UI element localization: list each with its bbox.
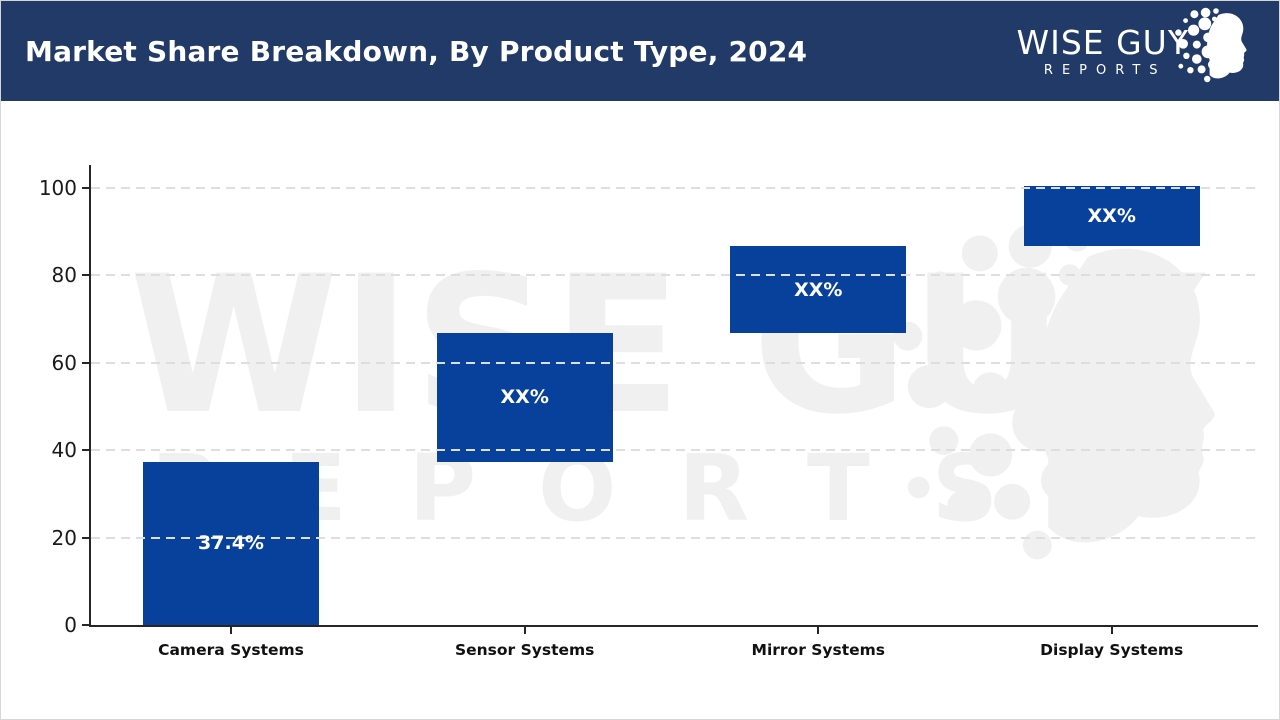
bar-label-display-systems: XX% — [1087, 205, 1136, 228]
chart-area: WISE GUY REPORTS 0 20 40 60 80 100 37.4% Camera… — [1, 101, 1279, 719]
x-axis-label-camera-systems: Camera Systems — [158, 641, 304, 659]
bar-mirror-systems — [730, 246, 907, 334]
y-tick-label: 80 — [51, 263, 77, 288]
y-tick — [82, 361, 91, 364]
x-axis-label-sensor-systems: Sensor Systems — [454, 641, 595, 659]
gridline-40 — [91, 449, 1257, 452]
x-tick — [1110, 625, 1113, 634]
head-profile-icon — [1175, 7, 1247, 83]
bar-display-systems — [1023, 186, 1200, 247]
bar-label-mirror-systems: XX% — [794, 278, 843, 301]
gridline-20 — [91, 536, 1257, 539]
page-title: Market Share Breakdown, By Product Type,… — [25, 34, 808, 68]
y-tick-label: 40 — [51, 438, 77, 463]
x-tick — [523, 625, 526, 634]
bar-sensor-systems — [436, 333, 613, 462]
logo-wordmark-line2: REPORTS — [1043, 62, 1167, 78]
gridline-60 — [91, 361, 1257, 364]
y-tick — [82, 274, 91, 277]
logo-wordmark-line1: WISE GUY — [1016, 22, 1189, 62]
y-tick-label: 20 — [51, 525, 77, 550]
gridline-80 — [91, 274, 1257, 277]
y-tick — [82, 624, 91, 626]
bar-label-sensor-systems: XX% — [500, 386, 549, 409]
gridline-100 — [91, 187, 1257, 189]
x-tick — [230, 625, 232, 634]
x-tick — [817, 625, 820, 634]
y-tick-label: 0 — [64, 613, 77, 637]
x-axis-label-mirror-systems: Mirror Systems — [751, 641, 886, 659]
x-axis-label-display-systems: Display Systems — [1040, 641, 1184, 659]
header: Market Share Breakdown, By Product Type,… — [1, 1, 1279, 101]
bar-camera-systems — [143, 461, 319, 625]
y-tick — [82, 449, 91, 452]
y-axis-spine — [89, 165, 91, 627]
logo-wordmark: WISE GUY REPORTS — [1016, 26, 1189, 77]
wise-guy-reports-logo: WISE GUY REPORTS — [1016, 7, 1253, 95]
y-tick — [82, 536, 91, 539]
bar-label-camera-systems: 37.4% — [198, 532, 264, 555]
y-tick — [82, 187, 91, 189]
x-axis-spine — [89, 625, 1258, 627]
y-tick-label: 100 — [38, 176, 77, 200]
y-tick-label: 60 — [51, 350, 77, 375]
watermark-head-profile-icon — [893, 224, 1215, 560]
